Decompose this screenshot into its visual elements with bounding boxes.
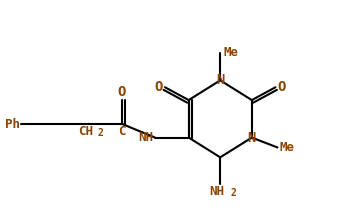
Text: CH: CH	[78, 125, 93, 138]
Text: O: O	[117, 85, 126, 99]
Text: NH: NH	[209, 185, 224, 198]
Text: 2: 2	[98, 128, 104, 138]
Text: Me: Me	[223, 46, 238, 59]
Text: N: N	[248, 131, 256, 145]
Text: Me: Me	[279, 141, 294, 154]
Text: C: C	[118, 125, 125, 138]
Text: NH: NH	[138, 131, 153, 144]
Text: Ph: Ph	[5, 118, 20, 131]
Text: O: O	[278, 80, 286, 94]
Text: O: O	[155, 80, 163, 94]
Text: N: N	[216, 73, 224, 87]
Text: 2: 2	[230, 188, 236, 198]
